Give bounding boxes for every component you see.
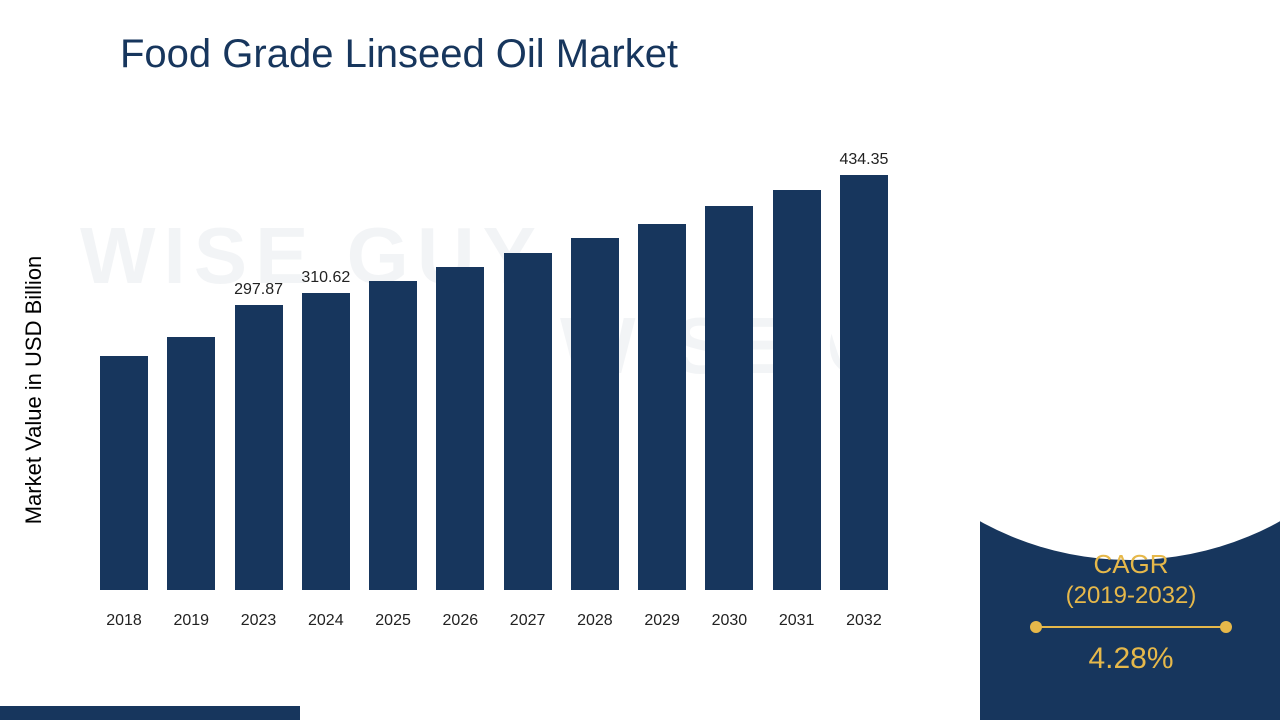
logo-text: WISE GUY REPORTS bbox=[1012, 34, 1174, 83]
bar-col bbox=[765, 190, 829, 590]
bar-col bbox=[630, 224, 694, 590]
bar-col: 434.35 bbox=[832, 175, 896, 590]
y-axis-label: Market Value in USD Billion bbox=[21, 256, 47, 525]
x-tick-label: 2029 bbox=[630, 612, 694, 630]
x-tick-label: 2031 bbox=[765, 612, 829, 630]
bar bbox=[840, 175, 888, 590]
bar-value-label: 434.35 bbox=[839, 151, 888, 169]
bar-col bbox=[159, 337, 223, 590]
x-tick-label: 2028 bbox=[563, 612, 627, 630]
bar bbox=[571, 238, 619, 590]
x-tick-label: 2019 bbox=[159, 612, 223, 630]
cagr-dot-right bbox=[1220, 621, 1232, 633]
x-tick-label: 2030 bbox=[697, 612, 761, 630]
cagr-value: 4.28% bbox=[1016, 642, 1246, 676]
cagr-line-bar bbox=[1036, 626, 1226, 628]
bar-col bbox=[428, 267, 492, 590]
x-labels: 2018201920232024202520262027202820292030… bbox=[88, 612, 900, 630]
x-tick-label: 2027 bbox=[496, 612, 560, 630]
cagr-dot-left bbox=[1030, 621, 1042, 633]
bar-col bbox=[563, 238, 627, 590]
bar bbox=[235, 305, 283, 590]
bar bbox=[705, 206, 753, 590]
bar-col bbox=[697, 206, 761, 590]
bar bbox=[436, 267, 484, 590]
bar-col bbox=[92, 356, 156, 590]
footer-accent-bar bbox=[0, 706, 300, 720]
x-tick-label: 2023 bbox=[227, 612, 291, 630]
bar-col: 310.62 bbox=[294, 293, 358, 590]
chart-title: Food Grade Linseed Oil Market bbox=[120, 32, 678, 77]
bar-col bbox=[361, 281, 425, 590]
head-icon bbox=[1184, 28, 1244, 88]
bar bbox=[369, 281, 417, 590]
bar bbox=[302, 293, 350, 590]
x-tick-label: 2025 bbox=[361, 612, 425, 630]
x-tick-label: 2018 bbox=[92, 612, 156, 630]
logo-main: WISE GUY bbox=[1012, 34, 1174, 65]
x-tick-label: 2026 bbox=[428, 612, 492, 630]
bar bbox=[638, 224, 686, 590]
brand-logo: WISE GUY REPORTS bbox=[1012, 28, 1244, 88]
cagr-block: CAGR (2019-2032) 4.28% bbox=[1016, 549, 1246, 676]
cagr-period: (2019-2032) bbox=[1016, 582, 1246, 610]
x-tick-label: 2024 bbox=[294, 612, 358, 630]
cagr-divider bbox=[1036, 626, 1226, 628]
cagr-label: CAGR bbox=[1016, 549, 1246, 580]
bar bbox=[167, 337, 215, 590]
chart-frame: WISE GUY WISE GUY Food Grade Linseed Oil… bbox=[0, 0, 1280, 720]
bars-container: 297.87310.62434.35 bbox=[88, 150, 900, 590]
bar-col: 297.87 bbox=[227, 305, 291, 590]
bar bbox=[100, 356, 148, 590]
bar-value-label: 310.62 bbox=[301, 269, 350, 287]
bar-col bbox=[496, 253, 560, 590]
bar bbox=[773, 190, 821, 590]
bar bbox=[504, 253, 552, 590]
logo-sub: REPORTS bbox=[1012, 67, 1174, 83]
bar-value-label: 297.87 bbox=[234, 281, 283, 299]
plot-area: 297.87310.62434.35 bbox=[88, 150, 900, 590]
chart-area: Market Value in USD Billion 297.87310.62… bbox=[40, 150, 900, 630]
x-tick-label: 2032 bbox=[832, 612, 896, 630]
